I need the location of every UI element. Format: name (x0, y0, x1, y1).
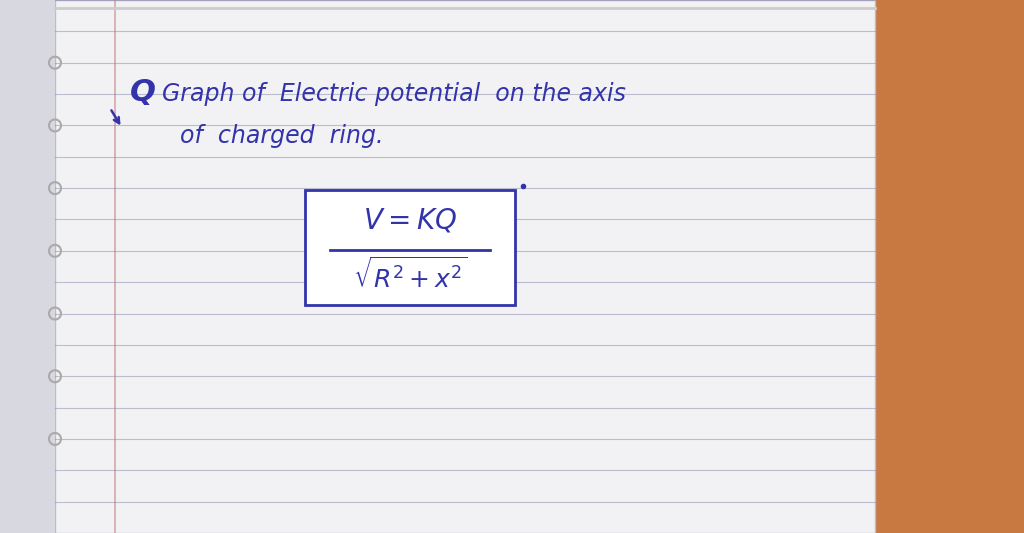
Text: $V = KQ$: $V = KQ$ (364, 206, 457, 234)
Text: of  charged  ring.: of charged ring. (180, 124, 384, 148)
Text: $\sqrt{R^2 + x^2}$: $\sqrt{R^2 + x^2}$ (352, 257, 467, 293)
Bar (55, 0, 874, 533)
Bar (870, 0, 1024, 533)
Text: Graph of  Electric potential  on the axis: Graph of Electric potential on the axis (162, 82, 626, 106)
Bar (305, 190, 515, 305)
Bar (0, 0, 55, 533)
Text: Q: Q (130, 78, 156, 107)
